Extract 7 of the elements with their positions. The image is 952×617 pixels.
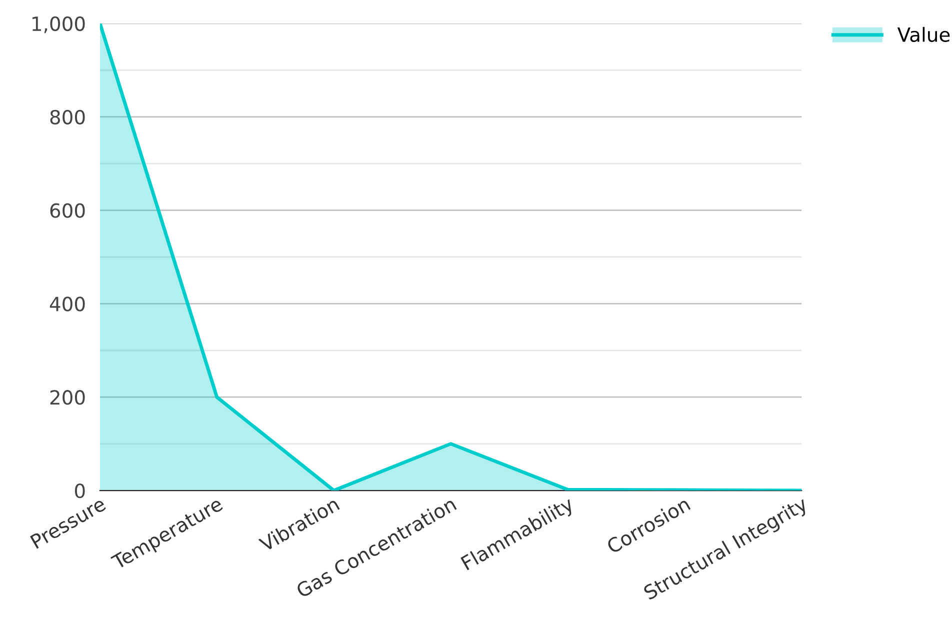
legend-label: Value xyxy=(897,26,950,42)
y-tick-label: 1,000 xyxy=(32,16,85,34)
y-tick-label: 600 xyxy=(50,203,85,218)
y-tick-label: 400 xyxy=(50,296,85,312)
y-tick-label: 0 xyxy=(74,483,85,498)
y-tick-label: 200 xyxy=(50,390,85,405)
y-tick-label: 800 xyxy=(50,110,85,125)
